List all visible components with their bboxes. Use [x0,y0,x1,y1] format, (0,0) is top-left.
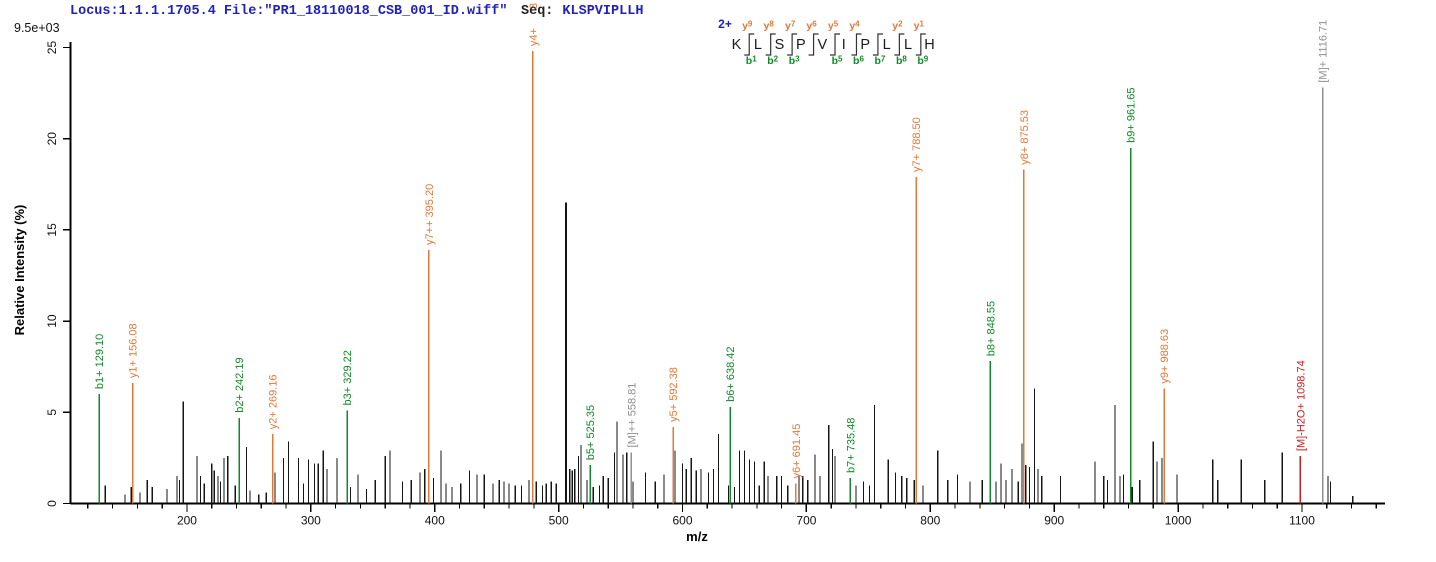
peak-label-fragment: 3 [528,3,540,9]
precursor-charge-label: 2+ [718,17,732,31]
x-axis-tick-label: 700 [796,514,816,528]
peak-label: [M]+ 1116.71 [1318,20,1330,83]
fragmentation-marker [808,33,819,56]
peak-label: b5+ 525.35 [585,405,597,460]
fragmentation-marker [915,33,926,56]
peak-label: y6+ 691.45 [791,424,803,479]
residue-letter: K [732,37,742,53]
fragmentation-marker [872,33,883,56]
fragmentation-marker [851,33,862,56]
fragmentation-marker [744,33,755,56]
residue-letter: V [817,37,827,53]
peak-label: y4+ [528,28,540,46]
y-axis-tick-label: 10 [45,314,59,328]
peak-label: y7++ 395.20 [424,184,436,245]
peak-label: b6+ 638.42 [725,346,737,401]
peak-label: b1+ 129.10 [94,334,106,389]
axes: 0 5 10 15 20 25 200 300 400 500 600 700 800 900 1000 11… [12,41,1385,544]
fragmentation-marker [765,33,776,56]
fragment-ion-label: y5 [828,20,839,33]
peak-label: [M]-H2O+ 1098.74 [1295,360,1307,451]
y-axis-tick-label: 0 [45,500,59,507]
header-locus-file: Locus:1.1.1.1705.4 File:"PR1_18110018_CS… [70,4,508,19]
peak-label: y7+ 788.50 [911,117,923,172]
x-axis-tick-label: 1000 [1165,514,1192,528]
fragment-ion-label: b9 [917,55,928,68]
fragment-ion-label: b8 [896,55,907,68]
y-axis-tick-label: 20 [45,132,59,146]
fragment-ion-label: y6 [806,20,817,33]
fragment-ion-label: y7 [785,20,796,33]
peak-label: [M]++ 558.81 [626,383,638,448]
x-axis-tick-label: 200 [177,514,197,528]
peak-label: y1+ 156.08 [128,323,140,378]
y-axis-tick-label: 5 [45,409,59,416]
x-axis-tick-label: 400 [425,514,445,528]
seq-value: KLSPVIPLLH [562,4,644,19]
fragment-ion-label: b7 [874,55,885,68]
y-axis-tick-label: 25 [45,41,59,55]
peak-label: b3+ 329.22 [342,350,354,405]
residue-letter: P [796,37,806,53]
noise-peaks [104,202,1354,504]
fragmentation-marker [787,33,798,56]
fragment-ion-label: y9 [742,20,753,33]
x-axis-tick-label: 300 [301,514,321,528]
x-axis-title: m/z [686,529,708,544]
fragment-ion-label: y1 [914,20,925,33]
x-axis-tick-label: 500 [549,514,569,528]
x-axis-tick-label: 1100 [1289,514,1315,528]
residue-letter: H [924,37,934,53]
fragment-ion-label: y4 [849,20,860,33]
residue-letter: L [754,37,762,53]
x-axis-tick-label: 900 [1044,514,1064,528]
fragment-ion-label: b5 [832,55,843,68]
residue-letter: I [842,37,846,53]
fragment-ion-label: b1 [746,55,757,68]
x-axis-tick-label: 600 [673,514,693,528]
seq-label: Seq: [521,4,554,19]
peak-label: y2+ 269.16 [268,374,280,429]
fragmentation-marker [894,33,905,56]
peak-label: b7+ 735.48 [845,418,857,473]
residue-letter: L [904,37,912,53]
peak-label: b8+ 848.55 [985,301,997,356]
peak-label: y8+ 875.53 [1019,110,1031,165]
peak-label: b2+ 242.19 [234,357,246,412]
residue-letter: P [860,37,870,53]
residue-letter: L [883,37,891,53]
fragmentation-marker [830,33,841,56]
residue-letter: S [775,37,785,53]
fragment-ion-label: b6 [853,55,864,68]
peak-label: b9+ 961.65 [1126,87,1138,142]
fragment-ion-label: b3 [789,55,800,68]
peak-label: y5+ 592.38 [668,367,680,422]
fragment-ion-label: y8 [764,20,775,33]
x-axis-tick-label: 800 [920,514,940,528]
y-axis-tick-label: 15 [45,223,59,237]
peak-label: y9+ 988.63 [1159,329,1171,384]
fragment-ion-label: b2 [767,55,778,68]
labeled-peaks: b1+ 129.10 y1+ 156.08 b2+ 242.19 y2+ 269.16… [94,3,1330,504]
header-sequence: Seq: KLSPVIPLLH [521,4,643,19]
fragment-ion-label: y2 [892,20,903,33]
max-intensity-label: 9.5e+03 [14,21,60,35]
y-axis-title: Relative Intensity (%) [12,205,27,336]
